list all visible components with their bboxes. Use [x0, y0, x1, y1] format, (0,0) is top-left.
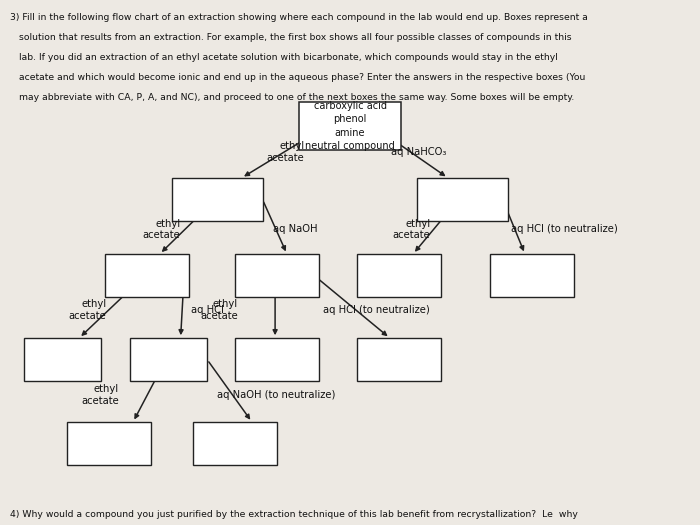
Bar — [66, 422, 150, 465]
Text: carboxylic acid
phenol
amine
neutral compound: carboxylic acid phenol amine neutral com… — [305, 101, 395, 151]
Bar — [416, 178, 508, 221]
Bar — [130, 338, 206, 381]
Text: aq HCl (to neutralize): aq HCl (to neutralize) — [323, 304, 430, 315]
Text: ethyl
acetate: ethyl acetate — [200, 299, 238, 321]
Text: 3) Fill in the following flow chart of an extraction showing where each compound: 3) Fill in the following flow chart of a… — [10, 13, 589, 22]
Text: lab. If you did an extraction of an ethyl acetate solution with bicarbonate, whi: lab. If you did an extraction of an ethy… — [10, 53, 559, 62]
Text: aq HCl (to neutralize): aq HCl (to neutralize) — [511, 224, 617, 235]
Text: ethyl
acetate: ethyl acetate — [393, 218, 430, 240]
Bar — [172, 178, 262, 221]
Text: aq NaOH (to neutralize): aq NaOH (to neutralize) — [217, 390, 335, 400]
Bar — [490, 254, 574, 297]
Text: ethyl
acetate: ethyl acetate — [81, 384, 119, 406]
Text: ethyl
acetate: ethyl acetate — [143, 218, 181, 240]
Text: aq NaOH: aq NaOH — [273, 224, 318, 235]
Text: may abbreviate with CA, P, A, and NC), and proceed to one of the next boxes the : may abbreviate with CA, P, A, and NC), a… — [10, 93, 575, 102]
Bar — [234, 254, 318, 297]
Text: aq NaHCO₃: aq NaHCO₃ — [391, 147, 446, 157]
Text: solution that results from an extraction. For example, the first box shows all f: solution that results from an extraction… — [10, 33, 572, 42]
Text: 4) Why would a compound you just purified by the extraction technique of this la: 4) Why would a compound you just purifie… — [10, 510, 578, 519]
Bar — [300, 102, 400, 150]
Bar — [193, 422, 276, 465]
Text: ethyl
acetate: ethyl acetate — [69, 299, 106, 321]
Bar — [105, 254, 189, 297]
Bar — [357, 338, 441, 381]
Text: ethyl
acetate: ethyl acetate — [267, 141, 304, 163]
Bar — [234, 338, 318, 381]
Bar — [357, 254, 441, 297]
Bar — [25, 338, 101, 381]
Text: acetate and which would become ionic and end up in the aqueous phase? Enter the : acetate and which would become ionic and… — [10, 73, 586, 82]
Text: aq HCl: aq HCl — [191, 304, 224, 315]
